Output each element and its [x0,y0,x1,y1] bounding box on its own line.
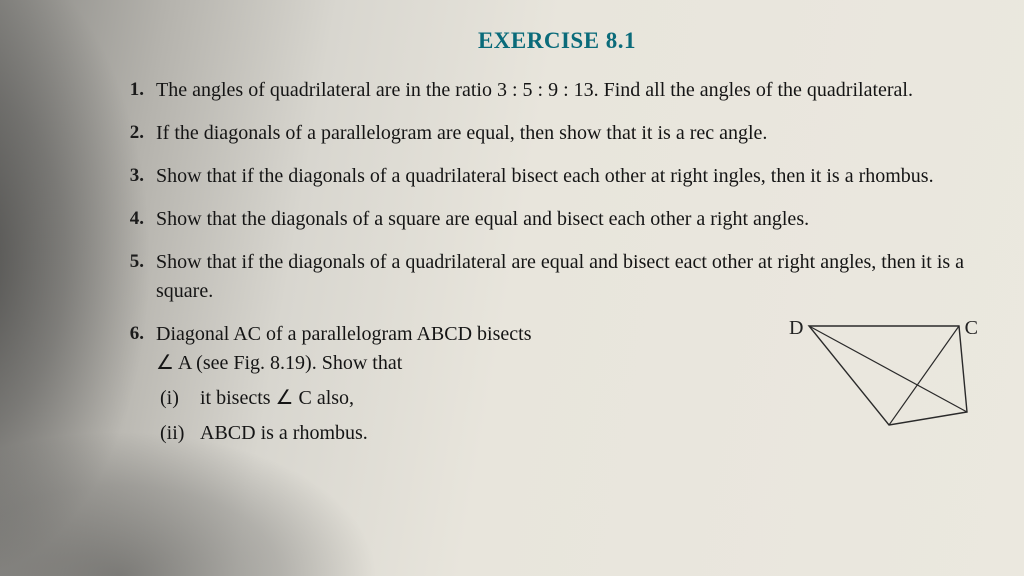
question-4: 4. Show that the diagonals of a square a… [110,205,974,234]
vertex-label-d: D [789,314,803,343]
q6-sub-ii: (ii)ABCD is a rhombus. [156,419,743,448]
q-number: 1. [110,76,156,104]
parallelogram-figure: D C [769,320,974,415]
q-text: If the diagonals of a parallelogram are … [156,119,974,148]
q-number: 5. [110,248,156,276]
roman: (ii) [160,419,200,448]
roman: (i) [160,384,200,413]
sub-text: ABCD is a rhombus. [200,422,368,444]
sub-text: it bisects ∠ C also, [200,387,354,409]
q-text: The angles of quadrilateral are in the r… [156,76,974,105]
exercise-title: EXERCISE 8.1 [110,28,974,54]
question-5: 5. Show that if the diagonals of a quadr… [110,248,974,306]
vertex-label-c: C [965,314,978,343]
q-body: Diagonal AC of a parallelogram ABCD bise… [156,320,974,448]
q-text: Show that if the diagonals of a quadrila… [156,248,974,306]
question-6: 6. Diagonal AC of a parallelogram ABCD b… [110,320,974,448]
diagonal-dc [809,326,967,412]
q6-line1: Diagonal AC of a parallelogram ABCD bise… [156,320,743,349]
quad-outline [809,326,967,425]
q-number: 2. [110,119,156,147]
q-number: 4. [110,205,156,233]
q6-sub-i: (i)it bisects ∠ C also, [156,384,743,413]
q6-line2: ∠ A (see Fig. 8.19). Show that [156,349,743,378]
q-text: Show that if the diagonals of a quadrila… [156,162,974,191]
question-2: 2. If the diagonals of a parallelogram a… [110,119,974,148]
q6-text-block: Diagonal AC of a parallelogram ABCD bise… [156,320,743,448]
question-3: 3. Show that if the diagonals of a quadr… [110,162,974,191]
q-number: 6. [110,320,156,348]
q-text: Show that the diagonals of a square are … [156,205,974,234]
q-number: 3. [110,162,156,190]
question-1: 1. The angles of quadrilateral are in th… [110,76,974,105]
exercise-page: EXERCISE 8.1 1. The angles of quadrilate… [0,0,1024,448]
